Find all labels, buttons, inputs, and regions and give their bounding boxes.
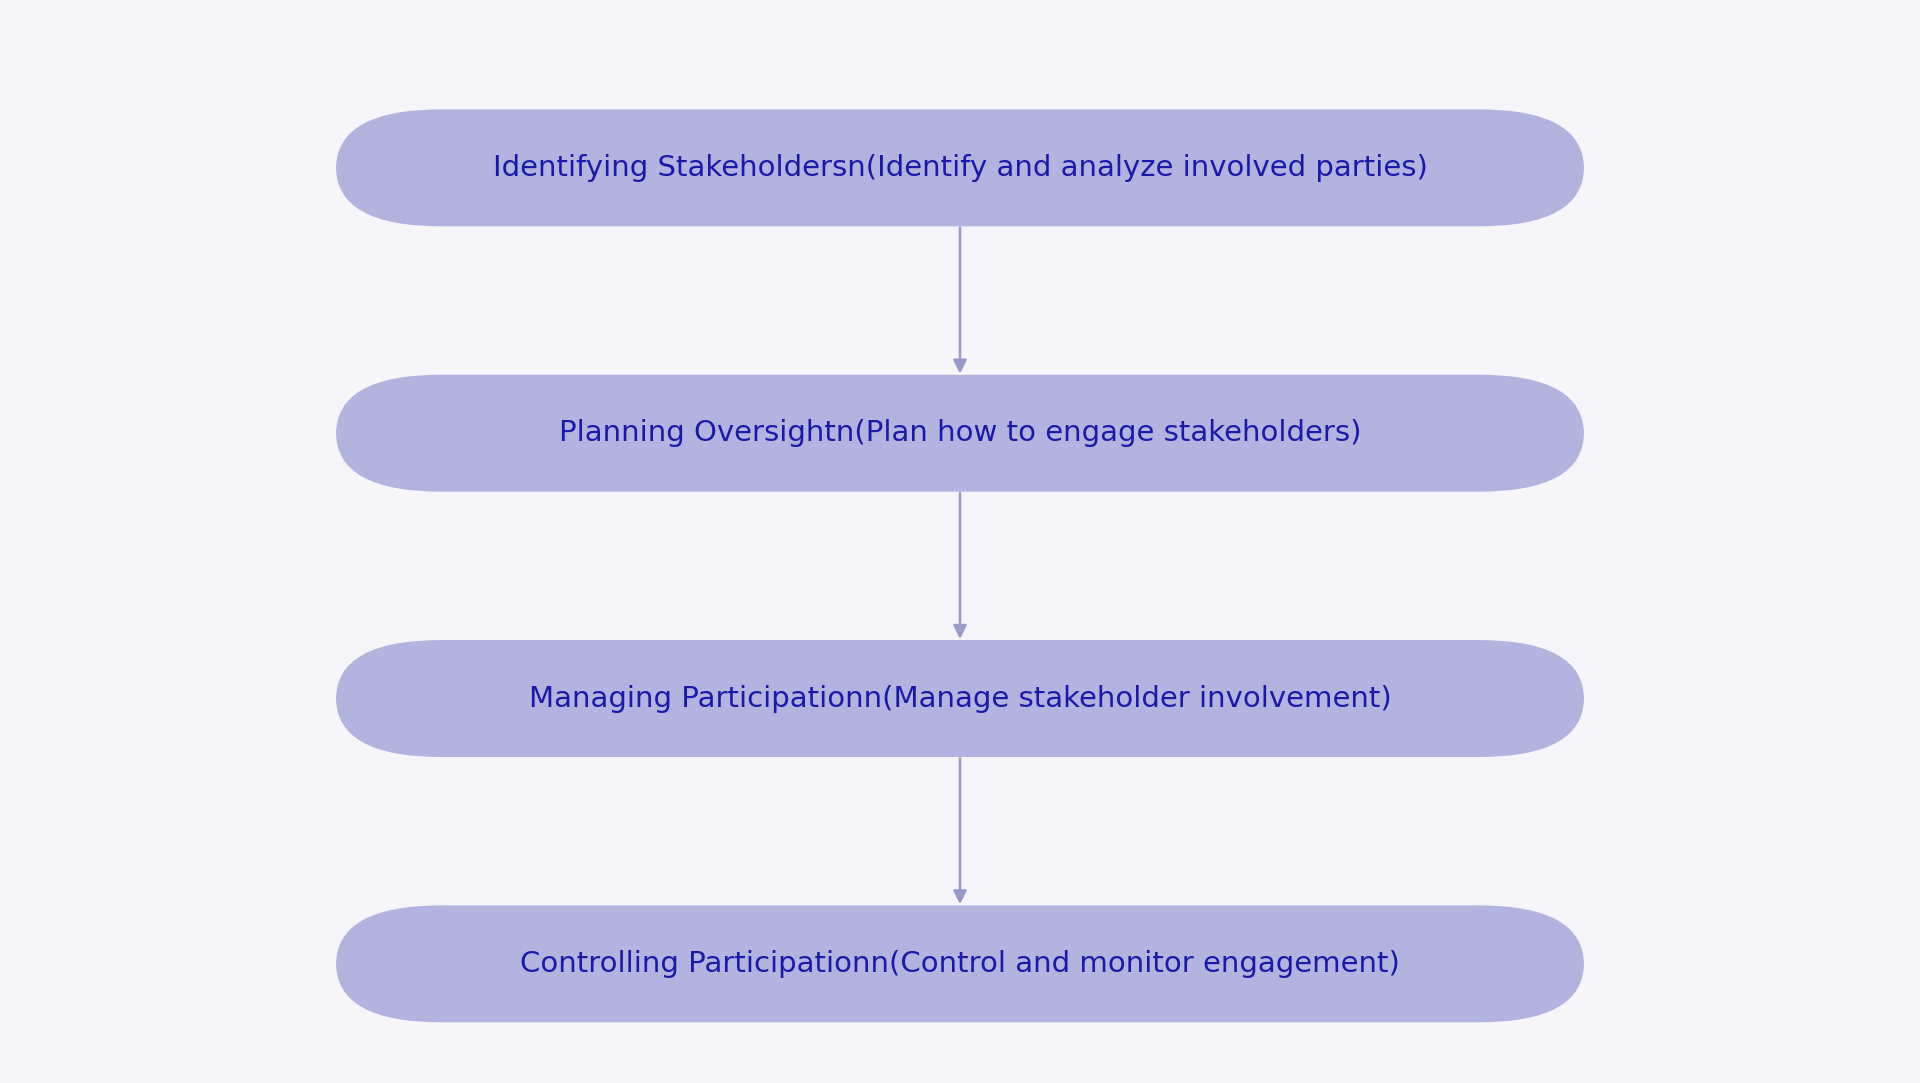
Text: Identifying Stakeholdersn(Identify and analyze involved parties): Identifying Stakeholdersn(Identify and a… [493, 154, 1427, 182]
Text: Controlling Participationn(Control and monitor engagement): Controlling Participationn(Control and m… [520, 950, 1400, 978]
FancyBboxPatch shape [336, 109, 1584, 226]
FancyBboxPatch shape [336, 375, 1584, 492]
FancyBboxPatch shape [336, 640, 1584, 757]
Text: Planning Oversightn(Plan how to engage stakeholders): Planning Oversightn(Plan how to engage s… [559, 419, 1361, 447]
FancyBboxPatch shape [336, 905, 1584, 1022]
Text: Managing Participationn(Manage stakeholder involvement): Managing Participationn(Manage stakehold… [528, 684, 1392, 713]
